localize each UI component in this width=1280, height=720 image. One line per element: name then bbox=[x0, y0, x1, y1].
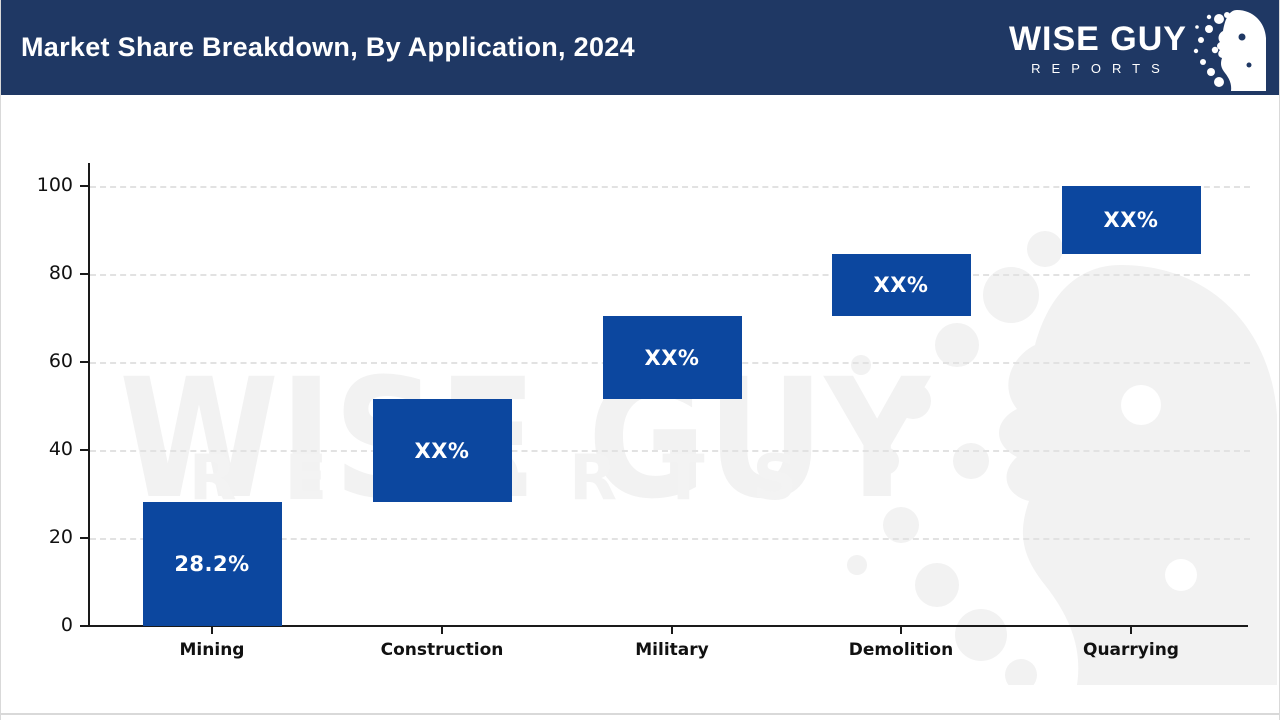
bar-military: XX% bbox=[602, 315, 742, 400]
category-label-military: Military bbox=[635, 640, 709, 660]
y-ticklabel-80: 80 bbox=[48, 262, 73, 284]
y-tickmark-20 bbox=[80, 537, 88, 539]
y-ticklabel-0: 0 bbox=[60, 614, 73, 636]
y-axis-line bbox=[88, 163, 90, 627]
bar-value-label: 28.2% bbox=[174, 551, 250, 576]
x-axis-line bbox=[88, 625, 1248, 627]
bar-demolition: XX% bbox=[831, 254, 971, 316]
page-title: Market Share Breakdown, By Application, … bbox=[21, 32, 635, 62]
category-label-demolition: Demolition bbox=[848, 640, 954, 660]
y-tickmark-40 bbox=[80, 449, 88, 451]
gridline-100 bbox=[90, 186, 1250, 188]
gridline-20 bbox=[90, 538, 1250, 540]
x-tickmark-quarrying bbox=[1130, 627, 1132, 634]
category-label-quarrying: Quarrying bbox=[1083, 640, 1179, 660]
logo-wordmark: WISE GUY bbox=[1008, 20, 1187, 58]
x-tickmark-mining bbox=[211, 627, 213, 634]
bar-value-label: XX% bbox=[644, 345, 700, 370]
y-tickmark-100 bbox=[80, 185, 88, 187]
y-tickmark-80 bbox=[80, 273, 88, 275]
header-band: Market Share Breakdown, By Application, … bbox=[1, 0, 1279, 95]
bottom-divider bbox=[1, 713, 1279, 715]
x-tickmark-construction bbox=[441, 627, 443, 634]
y-ticklabel-20: 20 bbox=[48, 526, 73, 548]
y-ticklabel-40: 40 bbox=[48, 438, 73, 460]
bar-value-label: XX% bbox=[414, 438, 470, 463]
wise-guy-reports-logo: WISE GUY REPORTS bbox=[1009, 6, 1267, 92]
y-tickmark-0 bbox=[80, 625, 88, 627]
logo-head-icon bbox=[1193, 10, 1266, 91]
bar-mining: 28.2% bbox=[142, 501, 282, 626]
bar-value-label: XX% bbox=[873, 272, 929, 297]
bar-construction: XX% bbox=[372, 399, 512, 502]
gridline-40 bbox=[90, 450, 1250, 452]
bar-quarrying: XX% bbox=[1061, 186, 1201, 255]
y-tickmark-60 bbox=[80, 361, 88, 363]
y-ticklabel-100: 100 bbox=[36, 174, 73, 196]
logo-subtitle: REPORTS bbox=[1031, 61, 1171, 76]
logo-text: WISE GUY REPORTS bbox=[1009, 22, 1187, 76]
x-tickmark-military bbox=[671, 627, 673, 634]
bar-value-label: XX% bbox=[1103, 208, 1159, 233]
category-label-mining: Mining bbox=[179, 640, 245, 660]
category-label-construction: Construction bbox=[380, 640, 504, 660]
y-ticklabel-60: 60 bbox=[48, 350, 73, 372]
gridline-80 bbox=[90, 274, 1250, 276]
x-tickmark-demolition bbox=[900, 627, 902, 634]
